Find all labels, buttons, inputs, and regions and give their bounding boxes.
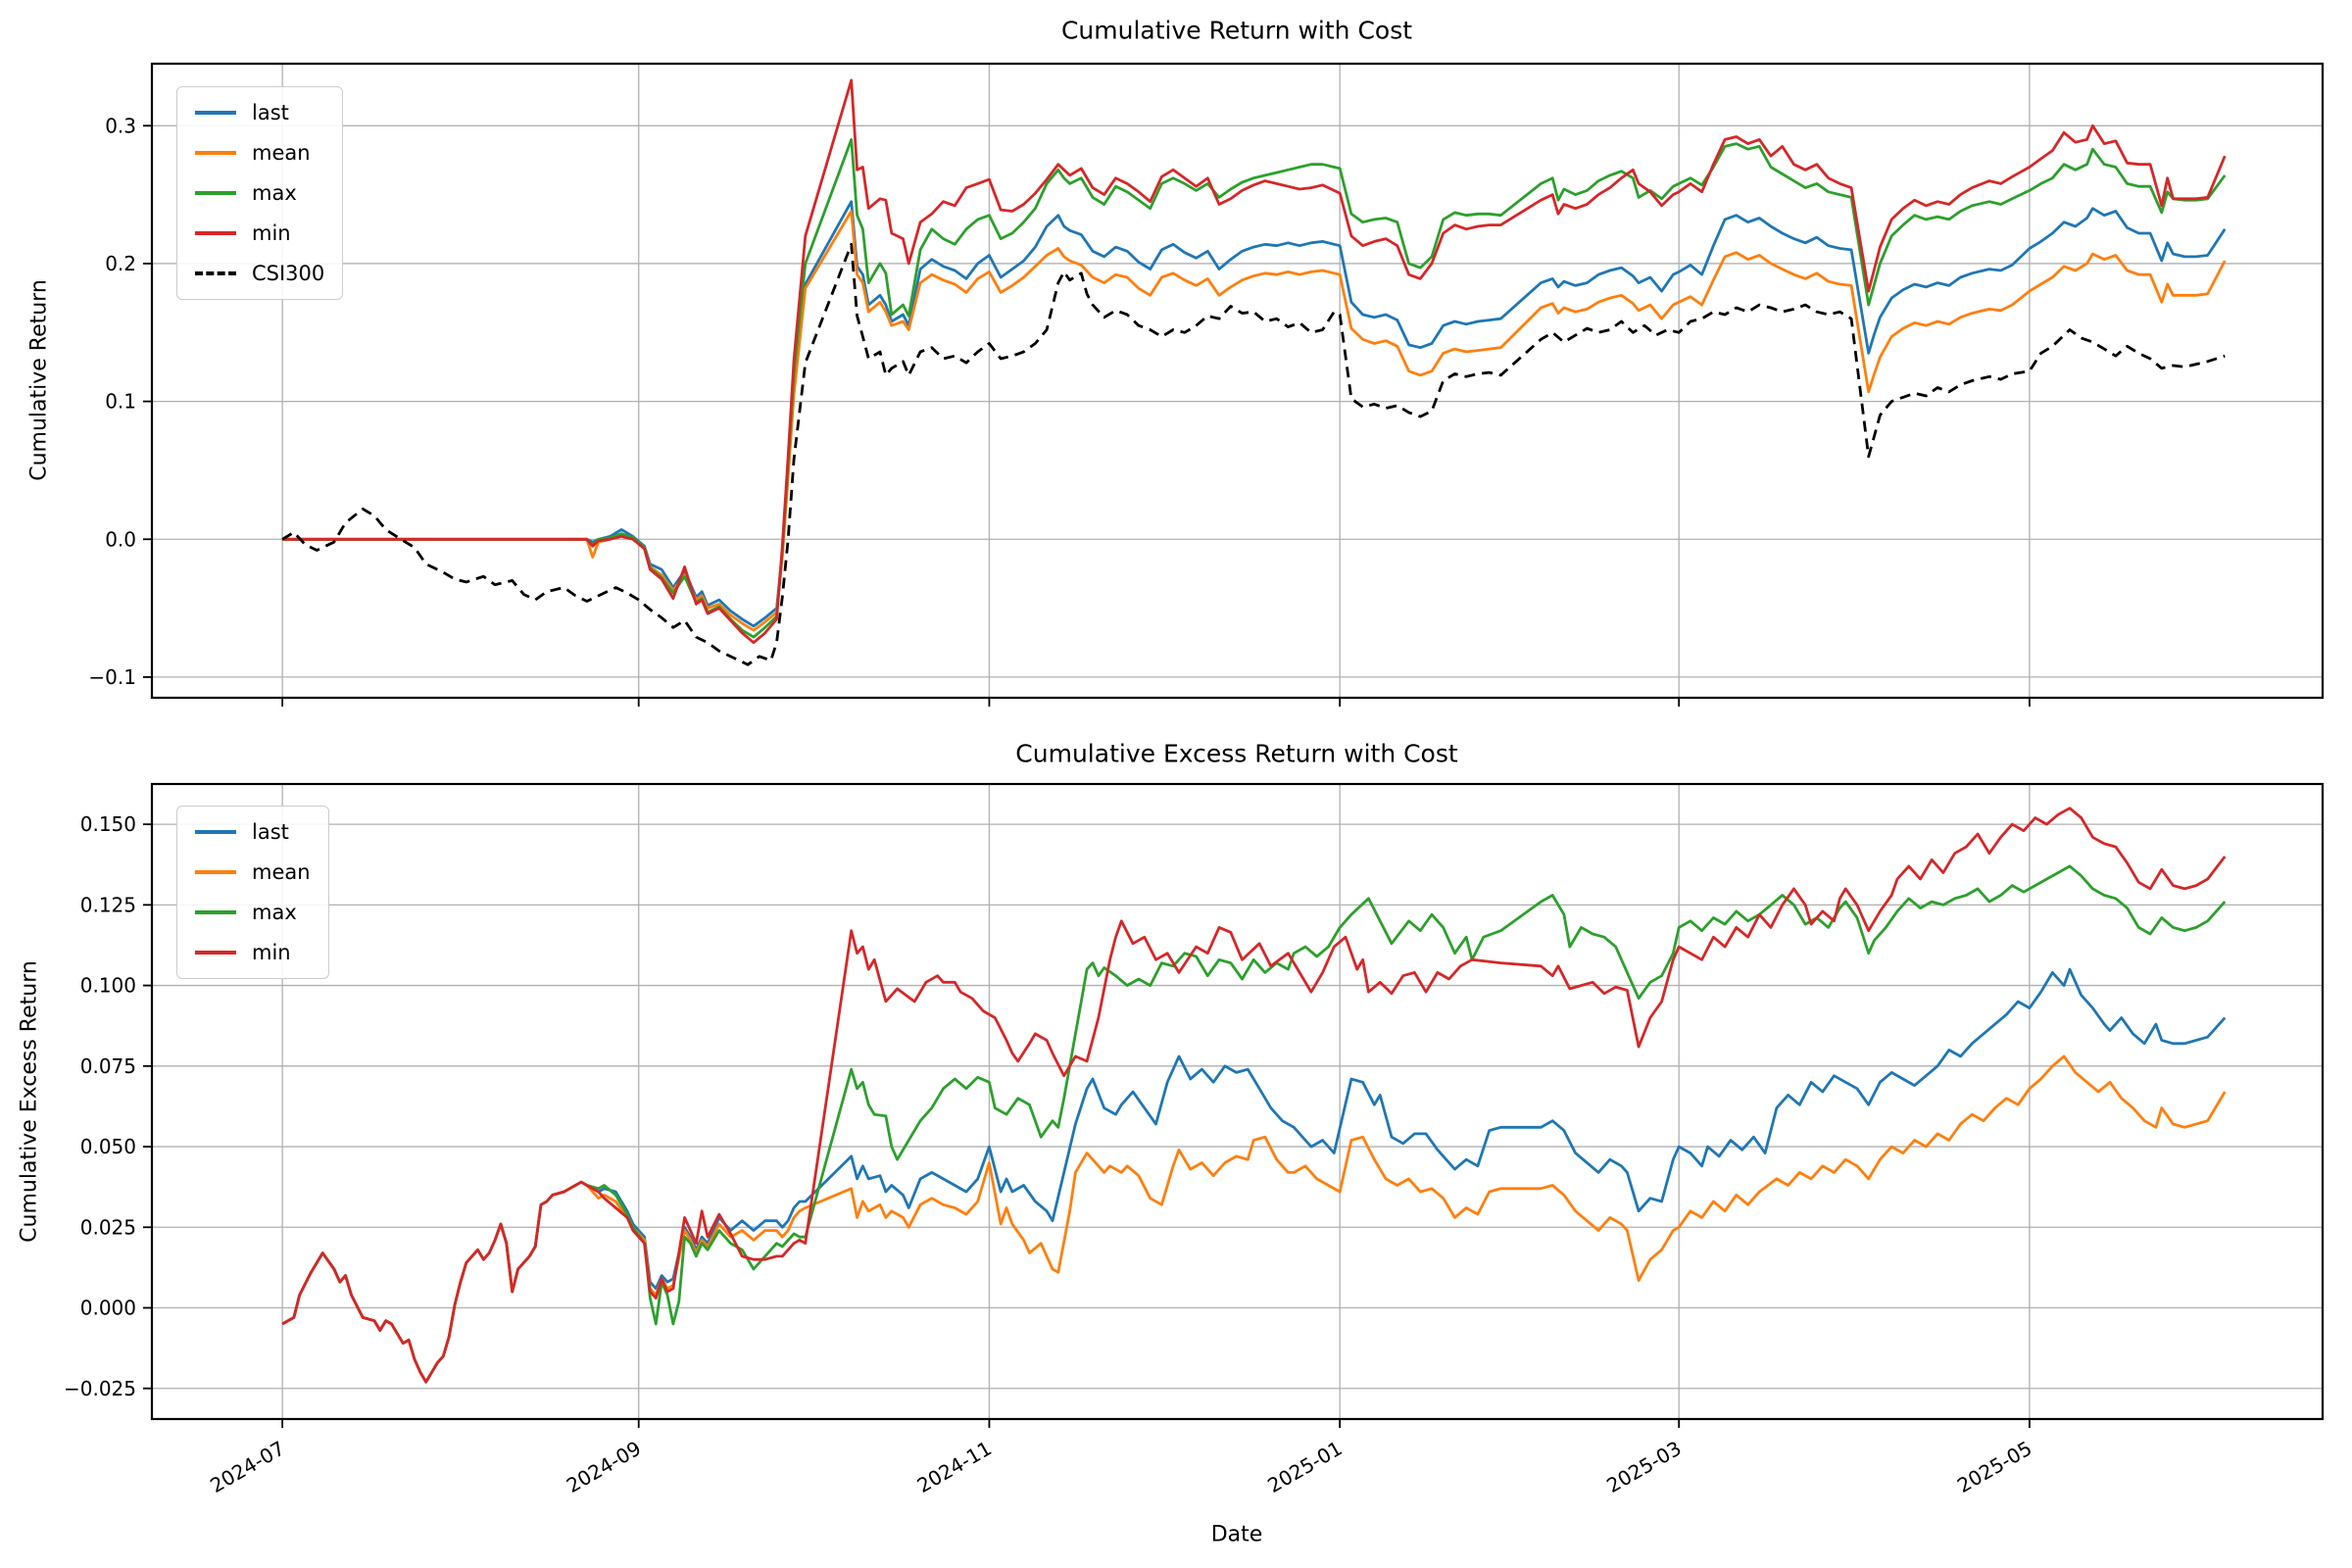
series-min — [282, 78, 2227, 645]
x-tick-label: 2024-07 — [206, 1437, 288, 1498]
y-tick-label: 0.2 — [105, 252, 136, 275]
legend-item-mean: mean — [195, 858, 311, 886]
y-tick-label: 0.1 — [105, 390, 136, 414]
y-tick-label: 0.3 — [105, 114, 136, 137]
legend-item-min: min — [195, 939, 311, 966]
grid — [152, 784, 2323, 1419]
y-tick-label: 0.100 — [80, 974, 136, 998]
series-max — [281, 864, 2227, 1384]
grid — [152, 64, 2323, 698]
x-tick-label: 2024-11 — [913, 1437, 996, 1498]
legend-label: max — [252, 901, 297, 924]
series-max — [282, 137, 2227, 639]
y-tick-label: 0.150 — [80, 812, 136, 836]
series-mean — [281, 1054, 2227, 1384]
y-tick-label: −0.025 — [64, 1377, 136, 1400]
legend-item-last: last — [195, 99, 324, 126]
legend-line-swatch — [195, 951, 236, 955]
y-tick-label: −0.1 — [88, 665, 136, 689]
legend-line-swatch — [195, 111, 236, 115]
series-CSI300 — [281, 242, 2226, 666]
bottom-y-axis-label: Cumulative Excess Return — [17, 960, 42, 1243]
legend-line-swatch — [195, 271, 236, 275]
legend-item-last: last — [195, 818, 311, 846]
legend-label: last — [252, 820, 289, 844]
axes-frame — [143, 62, 2325, 707]
legend-line-swatch — [195, 191, 236, 195]
legend-label: mean — [252, 141, 311, 165]
x-tick-label: 2025-03 — [1602, 1437, 1685, 1498]
series-min — [281, 807, 2227, 1384]
y-tick-label: 0.000 — [80, 1297, 136, 1320]
y-tick-label: 0.0 — [105, 527, 136, 551]
series-last — [282, 200, 2227, 628]
series-lines — [281, 78, 2227, 666]
legend-item-max: max — [195, 179, 324, 207]
legend-line-swatch — [195, 231, 236, 235]
legend-label: last — [252, 101, 289, 124]
bottom-legend: last mean max min — [176, 806, 329, 979]
axes-frame — [143, 782, 2325, 1428]
series-lines — [281, 807, 2227, 1384]
legend-item-CSI300: CSI300 — [195, 260, 324, 287]
y-tick-label: 0.125 — [80, 893, 136, 916]
legend-line-swatch — [195, 910, 236, 914]
x-tick-label: 2024-09 — [563, 1437, 645, 1498]
legend-label: min — [252, 221, 291, 245]
legend-item-min: min — [195, 220, 324, 247]
legend-line-swatch — [195, 151, 236, 155]
legend-item-max: max — [195, 899, 311, 926]
x-tick-label: 2025-05 — [1953, 1437, 2035, 1498]
y-tick-label: 0.050 — [80, 1135, 136, 1158]
bottom-chart-title: Cumulative Excess Return with Cost — [1015, 739, 1458, 768]
x-axis-label: Date — [1210, 1522, 1263, 1547]
legend-label: min — [252, 941, 291, 964]
legend-label: max — [252, 181, 297, 205]
y-tick-label: 0.025 — [80, 1215, 136, 1239]
top-legend: last mean max min CSI300 — [176, 86, 344, 300]
y-tick-label: 0.075 — [80, 1054, 136, 1078]
series-mean — [282, 210, 2227, 632]
legend-label: mean — [252, 860, 311, 884]
legend-line-swatch — [195, 870, 236, 874]
legend-line-swatch — [195, 830, 236, 834]
top-y-axis-label: Cumulative Return — [26, 279, 52, 481]
legend-item-mean: mean — [195, 139, 324, 167]
x-tick-label: 2025-01 — [1263, 1437, 1346, 1498]
top-chart-title: Cumulative Return with Cost — [1060, 16, 1413, 45]
legend-label: CSI300 — [252, 262, 325, 285]
tick-labels: −0.1 0.0 0.1 0.2 0.3 — [88, 114, 136, 689]
series-last — [281, 967, 2227, 1384]
